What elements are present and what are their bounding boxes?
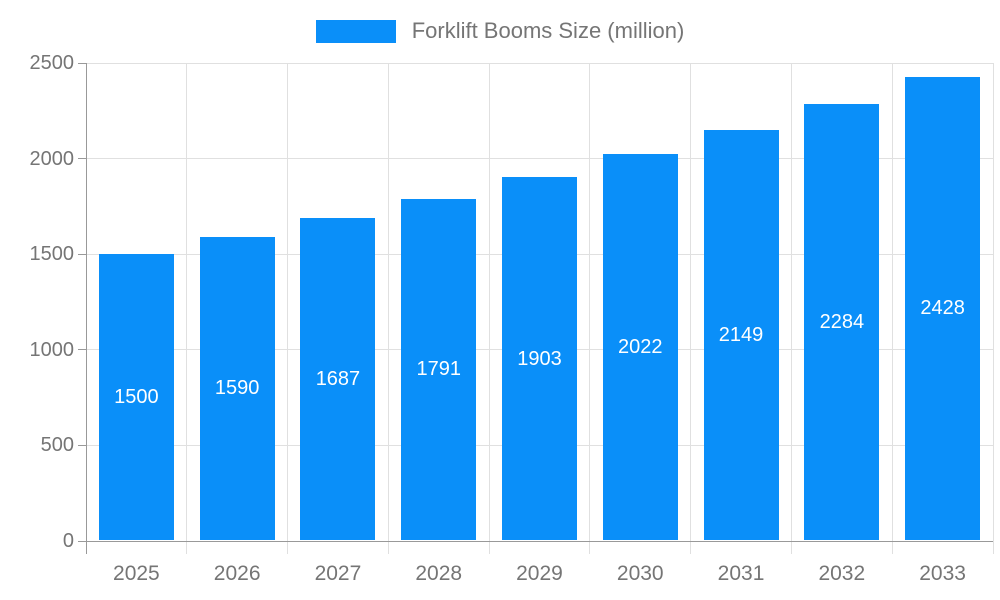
x-gridline bbox=[488, 63, 490, 554]
bar-value-label: 1590 bbox=[214, 377, 260, 400]
bar[interactable]: 2428 bbox=[905, 76, 981, 540]
x-gridline bbox=[589, 63, 591, 554]
y-axis-tick bbox=[78, 158, 86, 160]
bar-value-label: 2022 bbox=[618, 336, 663, 359]
x-gridline bbox=[287, 63, 289, 554]
x-tick-label: 2030 bbox=[616, 562, 664, 585]
bar[interactable]: 1903 bbox=[502, 177, 577, 540]
x-gridline bbox=[690, 63, 692, 554]
x-gridline bbox=[387, 63, 389, 554]
x-tick-label: 2027 bbox=[314, 562, 362, 585]
y-tick-label: 1000 bbox=[29, 338, 75, 361]
x-gridline bbox=[790, 63, 792, 554]
x-tick-label: 2032 bbox=[818, 562, 866, 585]
x-gridline bbox=[186, 63, 188, 554]
y-tick-label: 0 bbox=[62, 530, 74, 552]
bar[interactable]: 1791 bbox=[401, 198, 477, 540]
y-tick-label: 1500 bbox=[29, 243, 75, 266]
bar-value-label: 2149 bbox=[718, 324, 764, 347]
x-tick-label: 2031 bbox=[717, 562, 765, 585]
y-axis-tick bbox=[78, 349, 86, 351]
x-tick-label: 2029 bbox=[516, 562, 563, 585]
y-axis-tick bbox=[78, 444, 86, 446]
y-tick-label: 2000 bbox=[29, 147, 75, 170]
x-tick-label: 2033 bbox=[919, 562, 966, 585]
bar[interactable]: 2022 bbox=[602, 154, 678, 540]
y-gridline bbox=[86, 62, 993, 64]
x-gridline bbox=[891, 63, 893, 554]
bar-value-label: 1903 bbox=[517, 347, 562, 370]
y-axis-tick bbox=[78, 540, 86, 542]
y-gridline bbox=[86, 158, 993, 160]
y-tick-label: 2500 bbox=[29, 52, 75, 74]
bar[interactable]: 1590 bbox=[199, 236, 275, 540]
x-gridline bbox=[992, 63, 994, 554]
x-tick-label: 2025 bbox=[113, 562, 160, 585]
legend-label: Forklift Booms Size (million) bbox=[411, 18, 685, 43]
x-axis-line bbox=[86, 540, 993, 542]
bar-value-label: 2428 bbox=[920, 297, 965, 320]
x-tick-label: 2026 bbox=[213, 562, 261, 585]
y-axis-line bbox=[85, 63, 87, 554]
legend-swatch bbox=[315, 19, 396, 43]
bar-value-label: 2284 bbox=[819, 311, 865, 334]
bar[interactable]: 2284 bbox=[804, 104, 880, 540]
bar[interactable]: 1687 bbox=[300, 218, 376, 540]
bar-value-label: 1791 bbox=[416, 358, 461, 381]
y-axis-tick bbox=[78, 253, 86, 255]
bar-value-label: 1500 bbox=[114, 386, 159, 409]
bar-value-label: 1687 bbox=[315, 368, 361, 391]
legend-item[interactable]: Forklift Booms Size (million) bbox=[0, 18, 1000, 44]
y-axis-tick bbox=[78, 62, 86, 64]
bar[interactable]: 1500 bbox=[98, 254, 174, 540]
y-tick-label: 500 bbox=[40, 434, 74, 457]
bar[interactable]: 2149 bbox=[703, 130, 779, 540]
x-tick-label: 2028 bbox=[415, 562, 463, 585]
